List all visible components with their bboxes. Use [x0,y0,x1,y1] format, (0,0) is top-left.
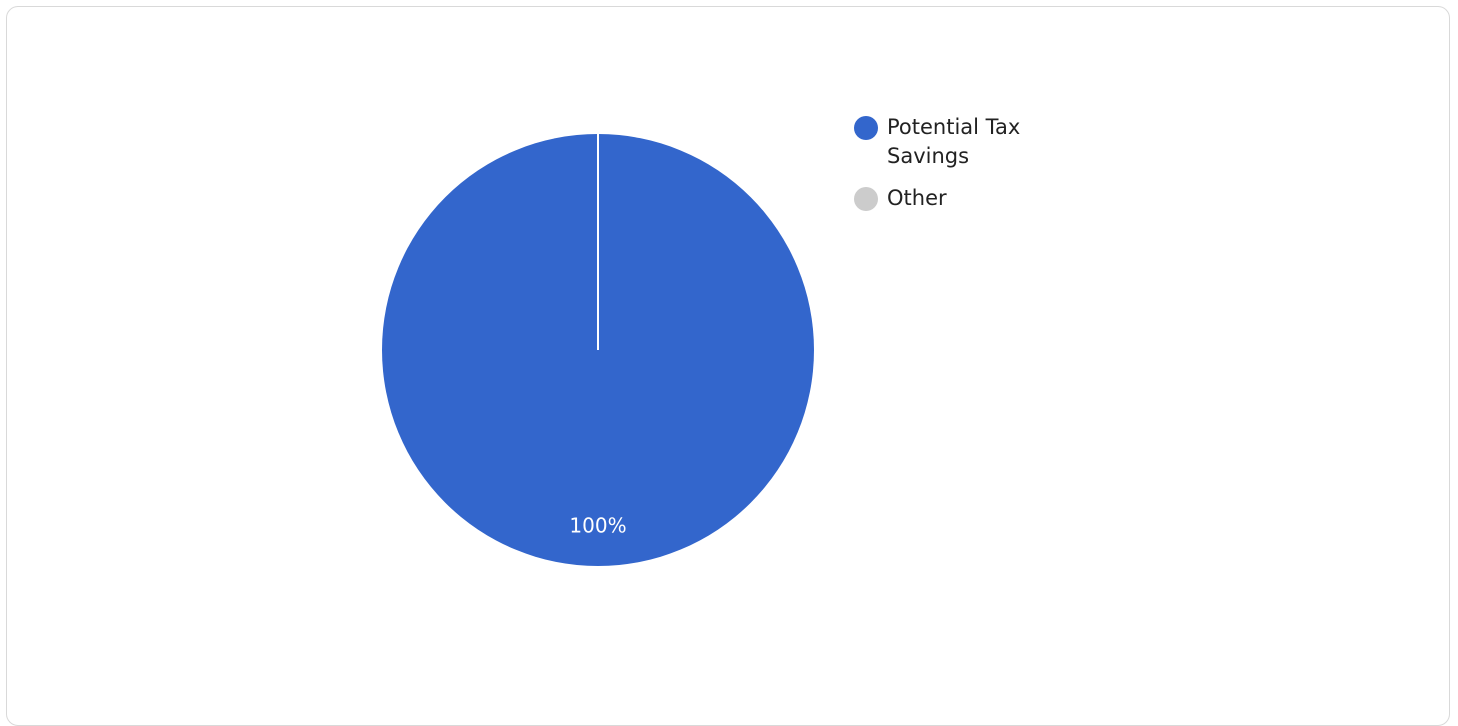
pie-data-label: 100% [569,514,626,538]
legend-item-potential-tax-savings[interactable]: Potential Tax Savings [854,115,1020,168]
pie-chart: 100% Potential Tax Savings Other [382,115,1020,566]
legend-swatch [854,116,878,140]
chart-legend: Potential Tax Savings Other [854,115,1020,211]
legend-label: Other [887,186,947,210]
pie-plot-area: 100% [382,134,814,566]
legend-label: Potential Tax Savings [887,115,1020,168]
legend-swatch [854,187,878,211]
legend-item-other[interactable]: Other [854,186,947,211]
